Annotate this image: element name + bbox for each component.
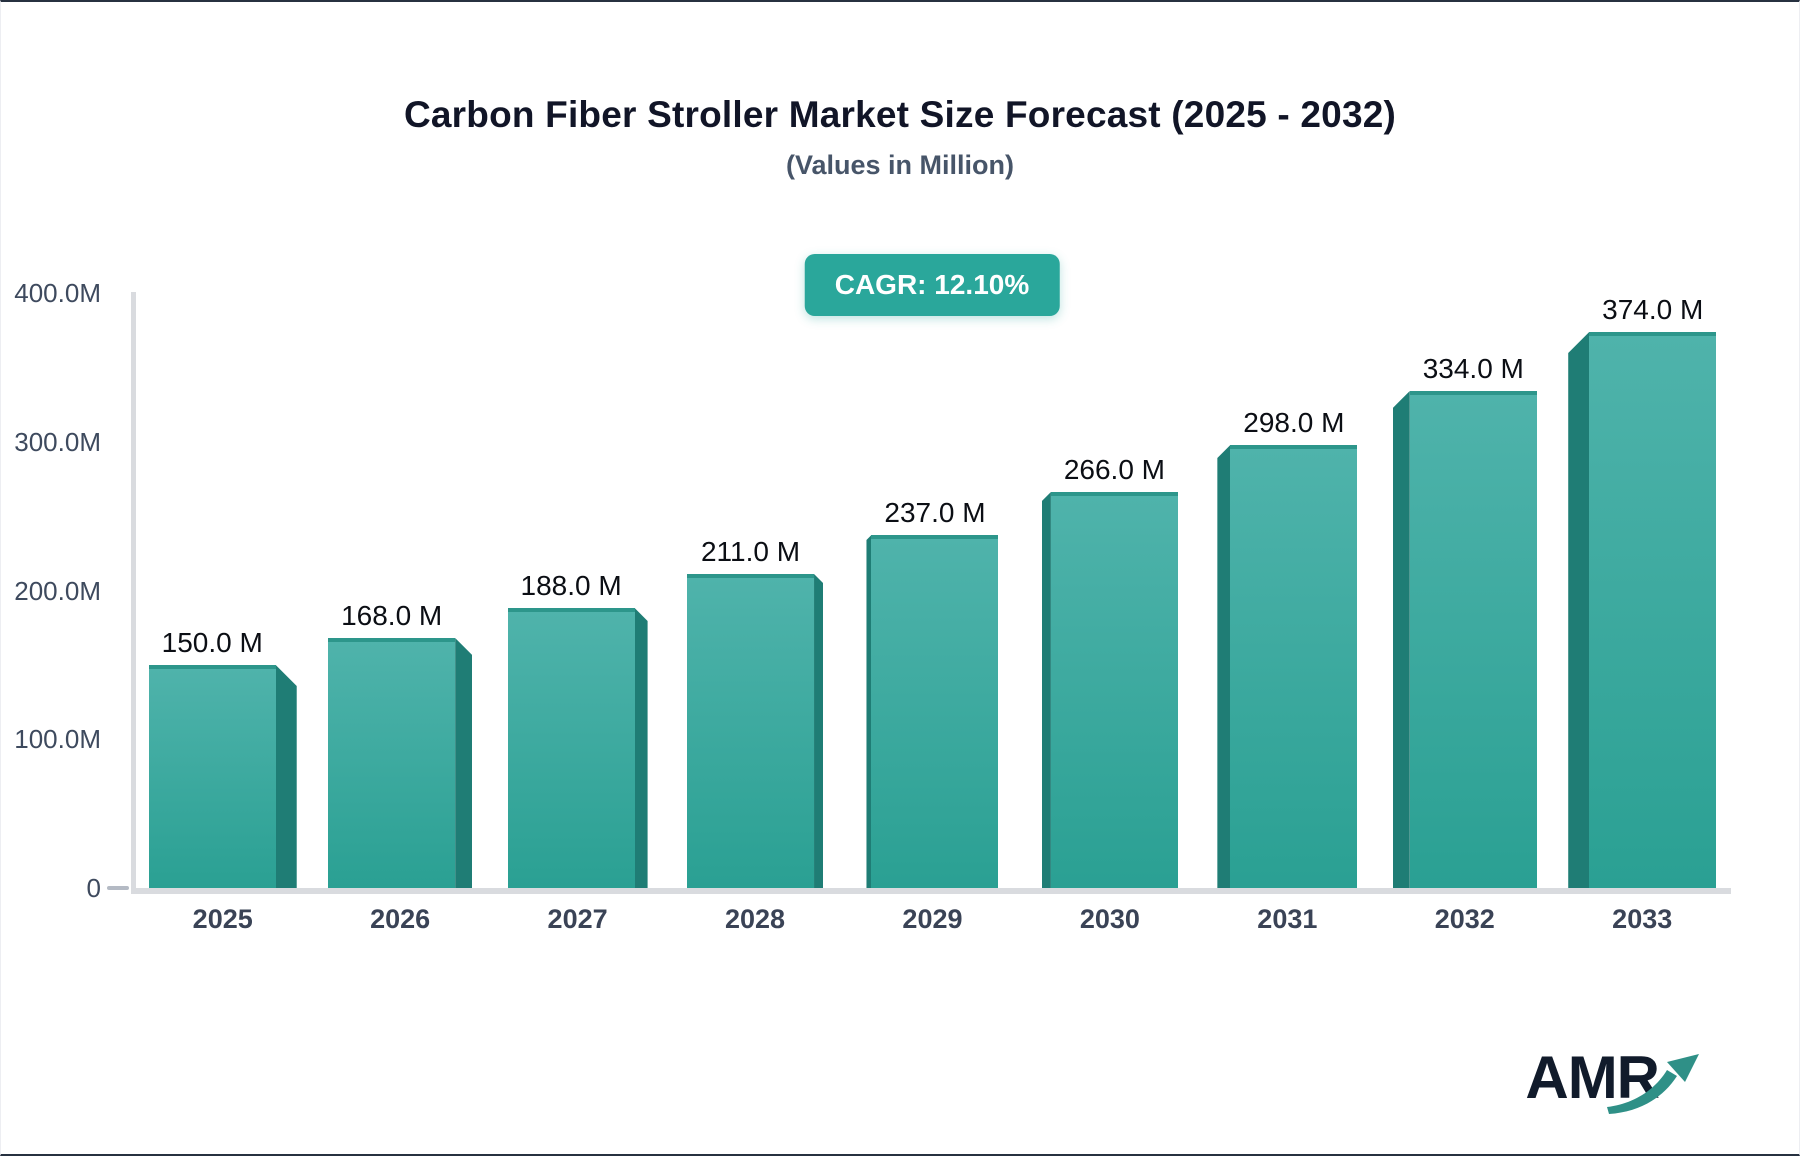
y-axis-tick-label: 0 [86,873,101,903]
bar[interactable]: 374.0 M [1568,294,1717,888]
x-axis-category-label: 2026 [370,904,431,934]
y-axis-tick-label: 100.0M [14,724,101,755]
bar-value-label: 211.0 M [700,536,801,567]
bar-face[interactable]: 168.0 M [328,600,456,888]
bar-group: 237.0 M 2029 [844,293,1021,934]
bar-value-label: 334.0 M [1422,353,1524,384]
bar[interactable]: 334.0 M [1392,353,1537,888]
bar-value-label: 188.0 M [520,570,622,601]
bar[interactable]: 150.0 M [148,627,297,888]
bar-3d-side [1041,492,1051,888]
zero-tick-mark [107,886,129,890]
bar-group: 374.0 M 2033 [1554,293,1731,934]
x-axis-category-label: 2032 [1434,904,1495,934]
bar-value-label: 298.0 M [1243,407,1345,438]
bar[interactable]: 211.0 M [687,536,824,888]
bar-face[interactable]: 266.0 M [1050,454,1178,888]
y-axis-tick-label: 200.0M [14,575,101,606]
chart-subtitle: (Values in Million) [785,150,1015,180]
bar-3d-side [814,574,824,888]
bar-3d-side [275,665,297,888]
chart-header: Carbon Fiber Stroller Market Size Foreca… [1,94,1799,181]
bar-value-label: 374.0 M [1602,294,1704,325]
bar-3d-side [1392,391,1410,888]
bar-3d-side [1568,332,1590,888]
bar-face[interactable]: 374.0 M [1589,294,1717,888]
amr-logo-text: AMR [1525,1044,1660,1111]
bar-value-label: 237.0 M [884,497,986,528]
x-axis-category-label: 2027 [547,904,608,934]
y-axis-tick-label: 300.0M [14,426,101,457]
amr-logo: AMR [1525,1044,1703,1114]
x-axis-category-label: 2030 [1079,904,1140,934]
bar-group: 266.0 M 2030 [1021,293,1198,934]
growth-arrow-icon [1607,1054,1699,1114]
x-axis-category-label: 2033 [1612,904,1673,934]
bar-group: 334.0 M 2032 [1376,293,1553,934]
bar[interactable]: 168.0 M [328,600,473,888]
bar[interactable]: 188.0 M [507,570,648,888]
x-axis-category-label: 2028 [724,904,786,934]
bar-3d-side [1217,445,1231,888]
bar-face[interactable]: 334.0 M [1409,353,1537,888]
bars-row: 150.0 M 2025 168.0 M 2026 188.0 M 2027 211.0 M… [134,293,1731,934]
bar[interactable]: 298.0 M [1217,407,1358,888]
x-axis-category-label: 2031 [1257,904,1318,934]
bar-group: 188.0 M 2027 [489,293,666,934]
bar-group: 298.0 M 2031 [1199,293,1376,934]
x-axis-category-label: 2029 [902,904,963,934]
bar-face[interactable]: 188.0 M [507,570,635,888]
bar-value-label: 168.0 M [341,600,443,631]
bar-face[interactable]: 298.0 M [1230,407,1358,888]
bar-value-label: 150.0 M [161,627,263,658]
chart-title: Carbon Fiber Stroller Market Size Foreca… [403,94,1397,135]
bar-3d-side [455,638,473,888]
bar[interactable]: 266.0 M [1041,454,1178,888]
y-axis-tick-label: 400.0M [14,278,101,308]
bar[interactable]: 237.0 M [866,497,999,888]
bar-group: 150.0 M 2025 [134,293,311,934]
bar-face[interactable]: 211.0 M [687,536,815,888]
cagr-badge: CAGR: 12.10% [804,254,1060,316]
bar-face[interactable]: 237.0 M [871,497,999,888]
cagr-badge-label: CAGR: 12.10% [834,269,1030,300]
bar-face[interactable]: 150.0 M [148,627,276,888]
bar-group: 211.0 M 2028 [666,293,843,934]
x-axis-category-label: 2025 [192,904,253,934]
bar-3d-side [866,535,872,888]
bar-3d-side [634,608,648,888]
y-axis-line [131,292,136,894]
bar-group: 168.0 M 2026 [311,293,488,934]
x-axis-line [131,888,1731,894]
bar-value-label: 266.0 M [1063,454,1165,485]
